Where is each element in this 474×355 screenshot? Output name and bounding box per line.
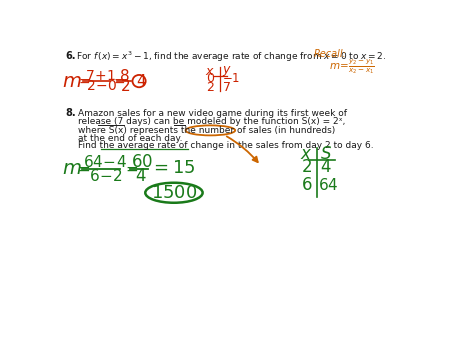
Text: $S$: $S$	[320, 145, 332, 163]
Text: $m$: $m$	[63, 72, 82, 91]
Text: $64$: $64$	[318, 177, 338, 193]
Text: $2$: $2$	[120, 78, 131, 94]
Text: $60$: $60$	[131, 153, 154, 171]
Text: $=$: $=$	[111, 74, 126, 88]
Text: $2$: $2$	[206, 81, 214, 94]
Text: For $f\,(x) = x^3 - 1$, find the average rate of change from $x = 0$ to $x = 2$.: For $f\,(x) = x^3 - 1$, find the average…	[76, 49, 387, 64]
Text: $x$: $x$	[205, 65, 215, 78]
Text: $4$: $4$	[320, 158, 332, 176]
Text: 8.: 8.	[65, 108, 76, 119]
Text: Find the average rate of change in the sales from day 2 to day 6.: Find the average rate of change in the s…	[78, 141, 374, 150]
Text: $4$: $4$	[136, 73, 147, 89]
Text: at the end of each day.: at the end of each day.	[78, 133, 182, 143]
Text: $1500$: $1500$	[151, 184, 197, 202]
Text: $7\!+\!1$: $7\!+\!1$	[85, 69, 116, 83]
Text: $4$: $4$	[135, 167, 147, 185]
Text: Recall:: Recall:	[313, 49, 346, 59]
Text: $= 15$: $= 15$	[150, 159, 195, 177]
Text: $x$: $x$	[300, 145, 312, 163]
Text: $7$: $7$	[222, 81, 231, 94]
Text: $2$: $2$	[301, 158, 312, 176]
Text: $=$: $=$	[123, 160, 139, 176]
Text: Amazon sales for a new video game during its first week of: Amazon sales for a new video game during…	[78, 109, 347, 118]
Text: $64\!-\!4$: $64\!-\!4$	[83, 154, 127, 170]
Text: $2\!-\!0$: $2\!-\!0$	[86, 80, 118, 93]
Text: $8$: $8$	[119, 68, 129, 84]
Text: $m\!=\!\frac{y_2-y_1}{x_2-x_1}$: $m\!=\!\frac{y_2-y_1}{x_2-x_1}$	[329, 58, 375, 76]
Text: $0$: $0$	[206, 72, 215, 85]
Text: $y$: $y$	[222, 64, 232, 78]
Text: release (7 days) can be modeled by the function S(x) = 2ˣ,: release (7 days) can be modeled by the f…	[78, 118, 345, 126]
Text: 6.: 6.	[65, 51, 76, 61]
Text: $m$: $m$	[63, 159, 82, 178]
Text: $-1$: $-1$	[222, 72, 240, 85]
Text: $6$: $6$	[301, 176, 312, 194]
Text: $6\!-\!2$: $6\!-\!2$	[89, 168, 122, 184]
Text: where S(x) represents the number of sales (in hundreds): where S(x) represents the number of sale…	[78, 126, 335, 135]
Text: $=$: $=$	[76, 74, 91, 88]
Text: $=$: $=$	[75, 160, 91, 176]
